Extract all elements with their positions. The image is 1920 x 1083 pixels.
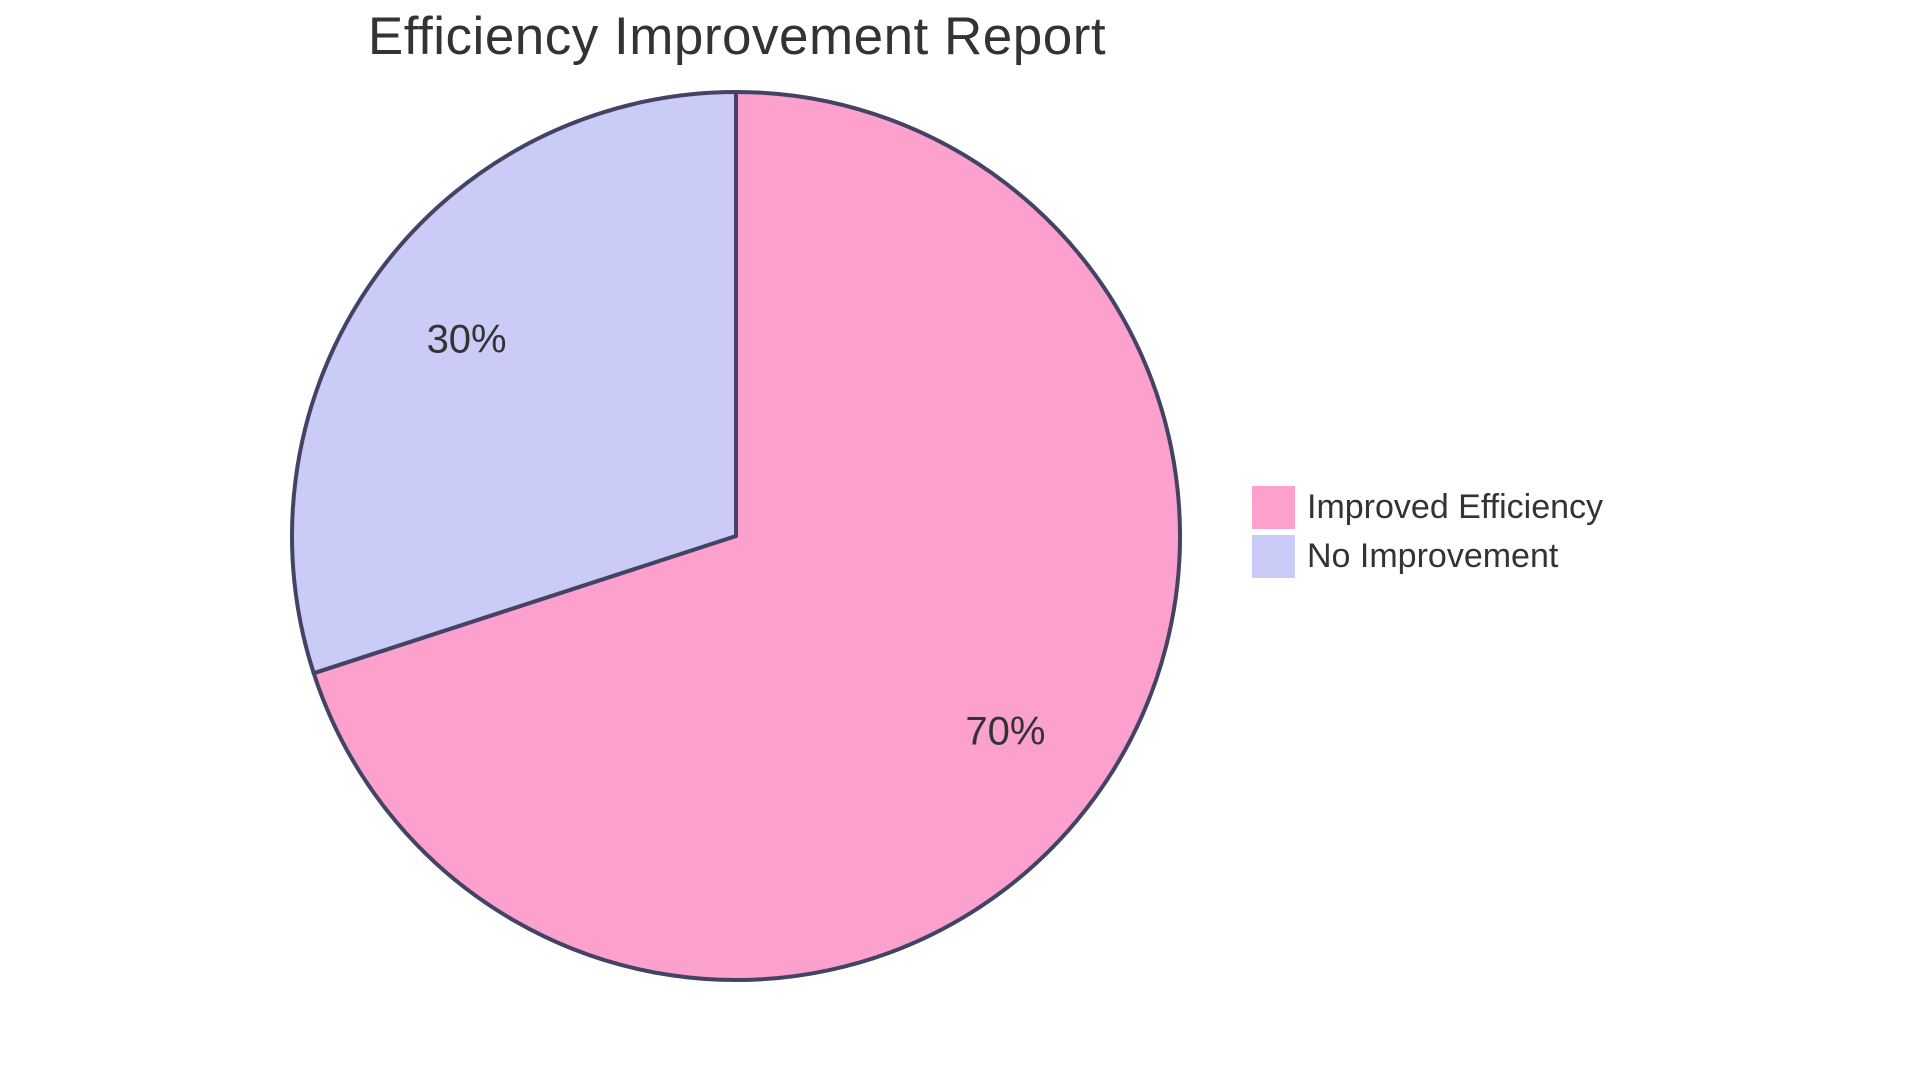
legend-item-improved-efficiency: Improved Efficiency <box>1252 486 1603 529</box>
legend-label-improved-efficiency: Improved Efficiency <box>1307 488 1604 526</box>
legend-label-no-improvement: No Improvement <box>1307 537 1559 575</box>
pie-slice-1 <box>290 90 738 676</box>
legend-swatch-1 <box>1252 535 1295 578</box>
slice-label-1: 30% <box>426 317 507 362</box>
chart-title: Efficiency Improvement Report <box>367 7 1107 66</box>
legend: Improved Efficiency No Improvement <box>1252 486 1603 578</box>
legend-swatch-0 <box>1252 486 1295 529</box>
legend-item-no-improvement: No Improvement <box>1252 535 1603 578</box>
slice-label-0: 70% <box>965 709 1046 754</box>
pie-slice-0 <box>311 90 1182 982</box>
